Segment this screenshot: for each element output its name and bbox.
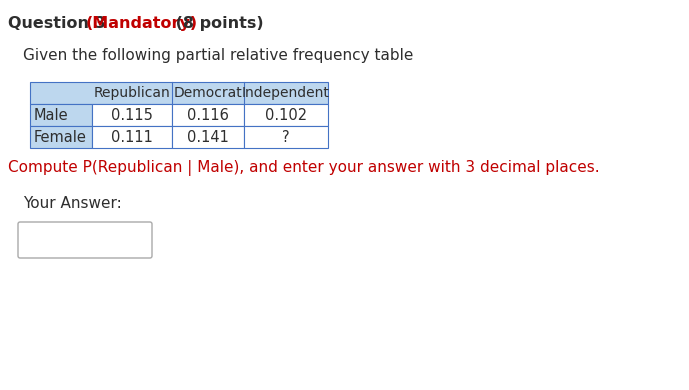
- Bar: [172, 126, 244, 148]
- FancyBboxPatch shape: [18, 222, 152, 258]
- Text: Male: Male: [34, 108, 69, 122]
- Text: Your Answer:: Your Answer:: [23, 196, 122, 211]
- Bar: [244, 104, 328, 126]
- Text: (Mandatory): (Mandatory): [86, 16, 198, 31]
- Text: 0.116: 0.116: [187, 108, 229, 122]
- Text: Compute P(Republican | Male), and enter your answer with 3 decimal places.: Compute P(Republican | Male), and enter …: [8, 160, 599, 176]
- Text: Democrat: Democrat: [174, 86, 243, 100]
- Text: ?: ?: [282, 129, 290, 145]
- Bar: [30, 126, 92, 148]
- Text: 0.111: 0.111: [111, 129, 153, 145]
- Bar: [30, 82, 328, 104]
- Text: Female: Female: [34, 129, 87, 145]
- Text: 0.115: 0.115: [111, 108, 153, 122]
- Text: 0.102: 0.102: [265, 108, 307, 122]
- Bar: [172, 104, 244, 126]
- Bar: [244, 126, 328, 148]
- Text: Independent: Independent: [242, 86, 330, 100]
- Bar: [92, 104, 172, 126]
- Text: 0.141: 0.141: [187, 129, 229, 145]
- Text: Republican: Republican: [94, 86, 170, 100]
- Bar: [92, 126, 172, 148]
- Text: Question 3: Question 3: [8, 16, 112, 31]
- Text: Given the following partial relative frequency table: Given the following partial relative fre…: [23, 48, 413, 63]
- Text: (8 points): (8 points): [170, 16, 264, 31]
- Bar: [30, 104, 92, 126]
